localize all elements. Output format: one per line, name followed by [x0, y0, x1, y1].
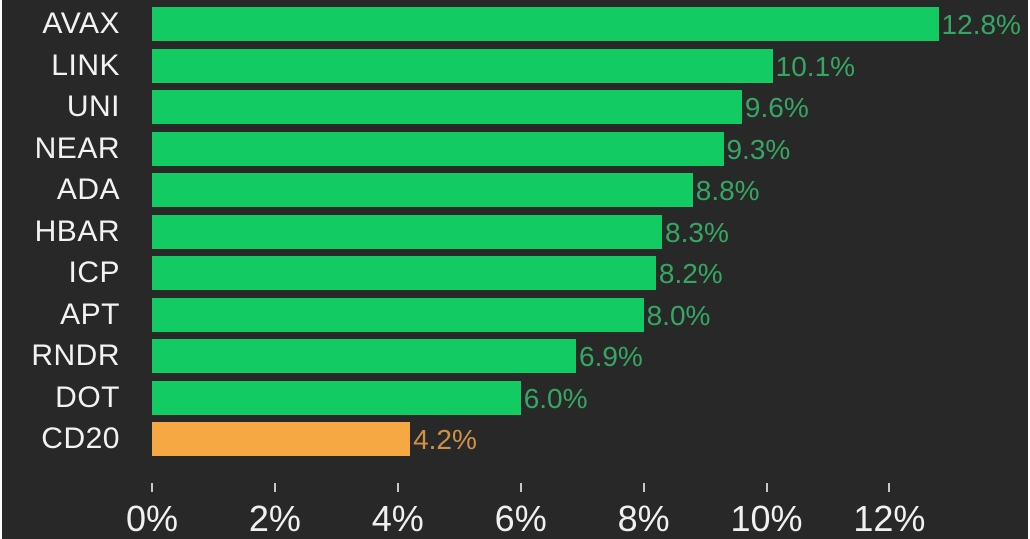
bar — [152, 131, 724, 166]
axis-tick-label: 10% — [730, 498, 803, 539]
category-label: ICP — [68, 256, 120, 289]
value-label: 8.8% — [695, 175, 760, 206]
value-label: 9.3% — [726, 133, 791, 165]
axis-tick-mark — [642, 483, 645, 492]
value-label: 8.0% — [646, 299, 711, 331]
bar — [152, 173, 693, 207]
bar-rows: AVAX 12.8% LINK 10.1% UNI 9.6% NEAR 9.3% ADA 8.8%… — [2, 0, 1028, 465]
axis-tick-mark — [151, 483, 153, 492]
bar — [152, 90, 742, 124]
bar-row: CD20 4.2% — [2, 422, 1028, 456]
axis-tick-label: 0% — [125, 498, 179, 539]
value-label: 8.2% — [658, 258, 723, 289]
bar-row: ADA 8.8% — [2, 173, 1028, 207]
category-label: CD20 — [41, 422, 120, 455]
axis-tick-label: 6% — [494, 498, 547, 539]
category-label: DOT — [55, 380, 120, 414]
bar-row: RNDR 6.9% — [2, 339, 1028, 373]
axis-tick-mark — [396, 483, 399, 492]
bar — [152, 48, 773, 83]
bar — [152, 214, 662, 249]
axis-tick-label: 8% — [617, 498, 670, 539]
category-label: UNI — [66, 90, 120, 123]
bar — [152, 297, 644, 332]
category-label: NEAR — [34, 131, 120, 165]
value-label: 12.8% — [941, 9, 1021, 40]
value-label: 10.1% — [775, 50, 856, 82]
axis-tick-mark — [273, 483, 276, 492]
value-label: 8.3% — [665, 216, 729, 248]
bar-row: LINK 10.1% — [2, 48, 1028, 83]
axis-tick-label: 2% — [248, 498, 301, 539]
bar-row: UNI 9.6% — [2, 90, 1028, 124]
value-label: 9.6% — [744, 92, 809, 123]
bar — [152, 380, 521, 415]
bar — [152, 7, 939, 41]
bar-row: AVAX 12.8% — [2, 7, 1028, 41]
bar — [152, 256, 656, 290]
bar-row: DOT 6.0% — [2, 380, 1028, 415]
value-label: 6.9% — [579, 341, 643, 372]
axis-tick-label: 4% — [371, 498, 424, 539]
bar — [152, 339, 576, 373]
value-label: 4.2% — [413, 424, 477, 455]
axis-tick-label: 12% — [853, 498, 926, 539]
category-label: AVAX — [42, 7, 120, 40]
category-label: HBAR — [34, 214, 120, 248]
value-label: 6.0% — [523, 382, 588, 414]
category-label: RNDR — [31, 339, 120, 372]
bar-row: ICP 8.2% — [2, 256, 1028, 290]
category-label: LINK — [51, 48, 120, 82]
bar-row: NEAR 9.3% — [2, 131, 1028, 166]
axis-tick-mark — [888, 483, 891, 492]
category-label: ADA — [56, 173, 120, 206]
axis-tick-mark — [519, 483, 522, 492]
bar-row: HBAR 8.3% — [2, 214, 1028, 249]
bar-highlight — [152, 422, 411, 456]
category-label: APT — [60, 297, 120, 331]
axis-tick-mark — [765, 483, 768, 492]
bar-row: APT 8.0% — [2, 297, 1028, 332]
